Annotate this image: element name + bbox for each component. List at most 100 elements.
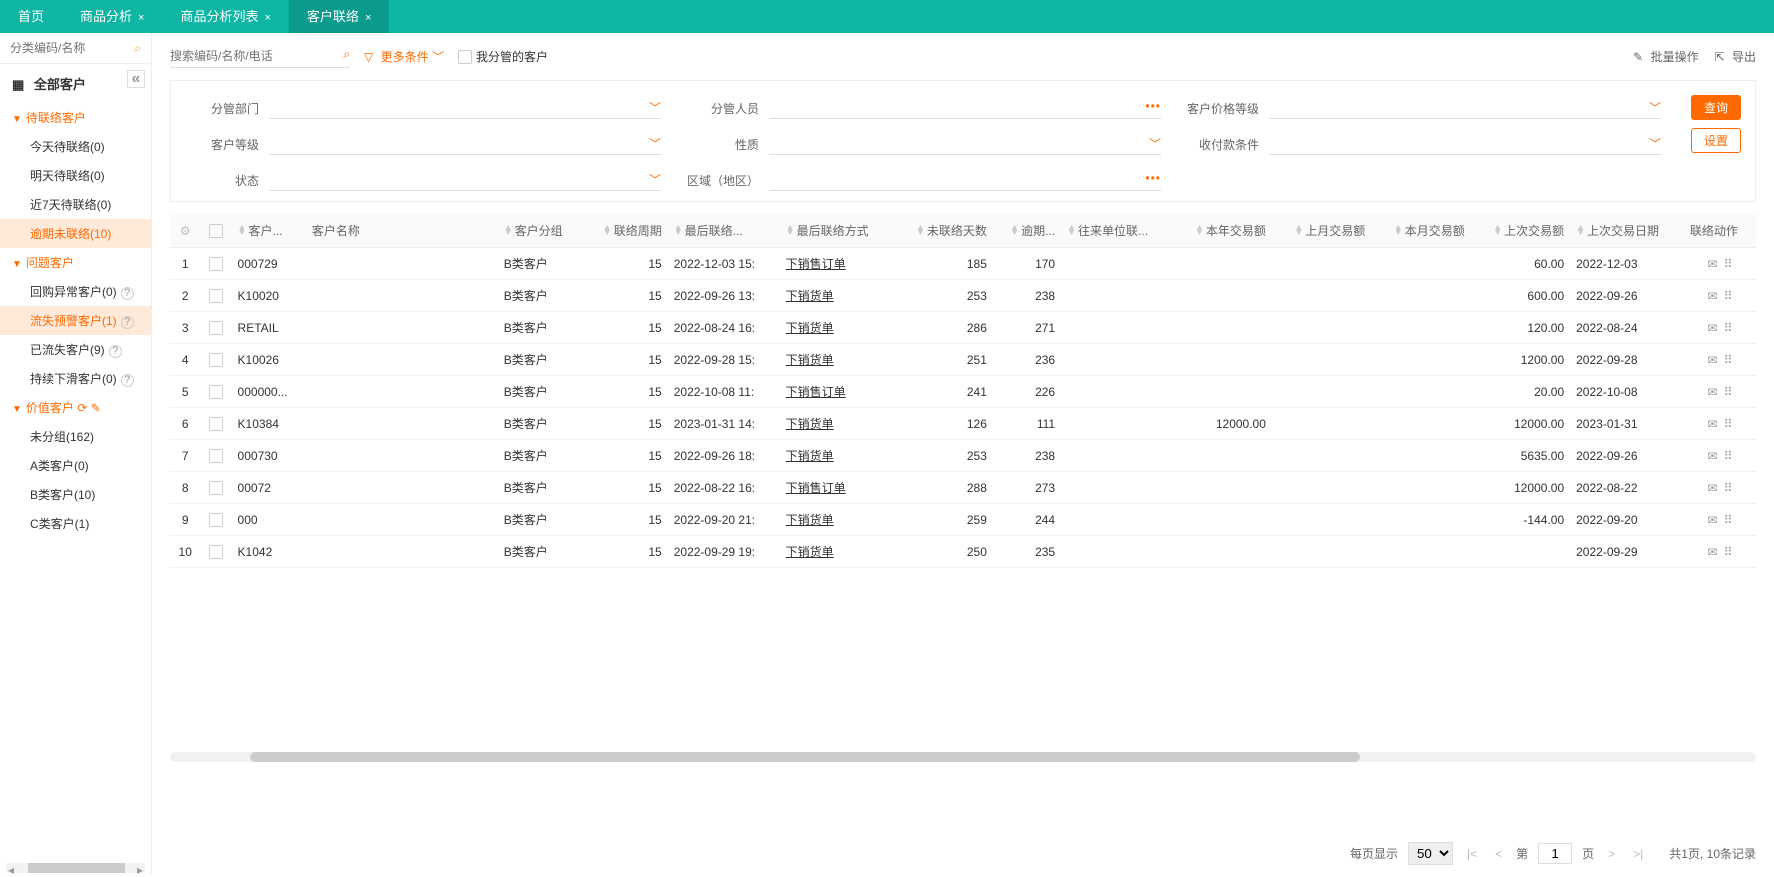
more-icon[interactable]: ⠿ (1724, 289, 1733, 303)
tab-商品分析[interactable]: 商品分析× (62, 0, 162, 33)
settings-button[interactable]: 设置 (1691, 128, 1741, 153)
search-icon[interactable]: ⌕ (343, 47, 350, 62)
table-row[interactable]: 4K10026B类客户152022-09-28 15:下销货单251236120… (170, 344, 1756, 376)
column-header[interactable]: 联络动作 (1684, 214, 1756, 248)
sidebar-item[interactable]: 已流失客户(9)? (0, 335, 151, 364)
more-icon[interactable]: ⠿ (1724, 321, 1733, 335)
scrollbar-thumb[interactable] (250, 752, 1360, 762)
tab-首页[interactable]: 首页 (0, 0, 62, 33)
table-row[interactable]: 9000B类客户152022-09-20 21:下销货单259244-144.0… (170, 504, 1756, 536)
sidebar-item[interactable]: 未分组(162) (0, 422, 151, 451)
sidebar-item[interactable]: 近7天待联络(0) (0, 190, 151, 219)
more-icon[interactable]: ⠿ (1724, 513, 1733, 527)
chat-icon[interactable]: ✉ (1708, 417, 1718, 431)
table-row[interactable]: 10K1042B类客户152022-09-29 19:下销货单250235202… (170, 536, 1756, 568)
filter-input[interactable]: ﹀ (269, 169, 661, 191)
first-page-button[interactable]: |< (1463, 847, 1481, 861)
refresh-icon[interactable]: ⟳ (74, 401, 87, 415)
main-search-input[interactable] (170, 45, 350, 68)
chat-icon[interactable]: ✉ (1708, 257, 1718, 271)
table-row[interactable]: 2K10020B类客户152022-09-26 13:下销货单253238600… (170, 280, 1756, 312)
row-checkbox[interactable] (209, 449, 223, 463)
table-h-scrollbar[interactable] (170, 752, 1756, 762)
column-header[interactable]: ▲▼上月交易额 (1272, 214, 1371, 248)
sidebar-item[interactable]: 流失预警客户(1)? (0, 306, 151, 335)
more-icon[interactable]: ⠿ (1724, 481, 1733, 495)
export-button[interactable]: ⇱ 导出 (1715, 48, 1756, 65)
batch-ops-button[interactable]: ✎ 批量操作 (1633, 48, 1698, 65)
row-checkbox[interactable] (209, 545, 223, 559)
column-header[interactable]: ▲▼往来单位联... (1061, 214, 1172, 248)
column-header[interactable]: ▲▼上次交易额 (1471, 214, 1570, 248)
table-row[interactable]: 800072B类客户152022-08-22 16:下销售订单288273120… (170, 472, 1756, 504)
column-header[interactable]: ▲▼未联络天数 (893, 214, 992, 248)
chat-icon[interactable]: ✉ (1708, 353, 1718, 367)
scrollbar-thumb[interactable] (28, 863, 125, 873)
cell-contact-way[interactable]: 下销货单 (780, 312, 894, 344)
my-customers-checkbox[interactable]: 我分管的客户 (458, 48, 548, 65)
help-icon[interactable]: ? (109, 345, 122, 358)
more-icon[interactable]: ⠿ (1724, 257, 1733, 271)
chat-icon[interactable]: ✉ (1708, 481, 1718, 495)
sidebar-item[interactable]: 逾期未联络(10) (0, 219, 151, 248)
cell-contact-way[interactable]: 下销售订单 (780, 248, 894, 280)
column-header[interactable] (200, 214, 231, 248)
tab-商品分析列表[interactable]: 商品分析列表× (162, 0, 288, 33)
sidebar-group[interactable]: ▼问题客户 (0, 248, 151, 277)
help-icon[interactable]: ? (121, 374, 134, 387)
row-checkbox[interactable] (209, 289, 223, 303)
cell-contact-way[interactable]: 下销货单 (780, 440, 894, 472)
column-header[interactable]: ▲▼最后联络... (668, 214, 780, 248)
close-icon[interactable]: × (264, 12, 270, 24)
column-header[interactable]: ▲▼逾期... (993, 214, 1061, 248)
row-checkbox[interactable] (209, 385, 223, 399)
sidebar-item[interactable]: 回购异常客户(0)? (0, 277, 151, 306)
cell-contact-way[interactable]: 下销售订单 (780, 376, 894, 408)
column-header[interactable]: ▲▼上次交易日期 (1570, 214, 1684, 248)
sidebar-scrollbar[interactable]: ◂ ▸ (6, 863, 145, 873)
search-icon[interactable]: ⌕ (134, 41, 141, 56)
cell-contact-way[interactable]: 下销货单 (780, 536, 894, 568)
cell-contact-way[interactable]: 下销售订单 (780, 472, 894, 504)
cell-contact-way[interactable]: 下销货单 (780, 504, 894, 536)
table-row[interactable]: 6K10384B类客户152023-01-31 14:下销货单126111120… (170, 408, 1756, 440)
more-icon[interactable]: ⠿ (1724, 545, 1733, 559)
more-icon[interactable]: ⠿ (1724, 385, 1733, 399)
row-checkbox[interactable] (209, 257, 223, 271)
last-page-button[interactable]: >| (1629, 847, 1647, 861)
cell-contact-way[interactable]: 下销货单 (780, 280, 894, 312)
query-button[interactable]: 查询 (1691, 95, 1741, 120)
sidebar-item[interactable]: C类客户(1) (0, 509, 151, 538)
column-header[interactable]: ▲▼最后联络方式 (780, 214, 894, 248)
chat-icon[interactable]: ✉ (1708, 545, 1718, 559)
column-header[interactable]: 客户名称 (306, 214, 498, 248)
more-icon[interactable]: ⠿ (1724, 353, 1733, 367)
checkbox-all[interactable] (209, 224, 223, 238)
chat-icon[interactable]: ✉ (1708, 321, 1718, 335)
row-checkbox[interactable] (209, 321, 223, 335)
filter-input[interactable]: ﹀ (269, 97, 661, 119)
collapse-icon[interactable]: « (127, 70, 145, 88)
chat-icon[interactable]: ✉ (1708, 385, 1718, 399)
filter-input[interactable]: ••• (769, 169, 1161, 191)
sidebar-group[interactable]: ▼待联络客户 (0, 103, 151, 132)
edit-icon[interactable]: ✎ (87, 401, 100, 415)
page-number-input[interactable] (1538, 843, 1572, 864)
row-checkbox[interactable] (209, 417, 223, 431)
column-header[interactable]: ▲▼联络周期 (583, 214, 668, 248)
more-icon[interactable]: ⠿ (1724, 417, 1733, 431)
sidebar-item[interactable]: A类客户(0) (0, 451, 151, 480)
per-page-select[interactable]: 50 (1408, 842, 1453, 865)
sidebar-item[interactable]: 今天待联络(0) (0, 132, 151, 161)
row-checkbox[interactable] (209, 481, 223, 495)
column-header[interactable]: ▲▼客户... (232, 214, 306, 248)
prev-page-button[interactable]: < (1491, 847, 1506, 861)
sidebar-item[interactable]: 持续下滑客户(0)? (0, 364, 151, 393)
help-icon[interactable]: ? (121, 287, 134, 300)
filter-input[interactable]: ﹀ (769, 133, 1161, 155)
filter-input[interactable]: ﹀ (1269, 97, 1661, 119)
column-header[interactable]: ▲▼本月交易额 (1371, 214, 1470, 248)
sidebar-item[interactable]: B类客户(10) (0, 480, 151, 509)
cell-contact-way[interactable]: 下销货单 (780, 408, 894, 440)
sidebar-group[interactable]: ▼价值客户 ⟳ ✎ (0, 393, 151, 422)
